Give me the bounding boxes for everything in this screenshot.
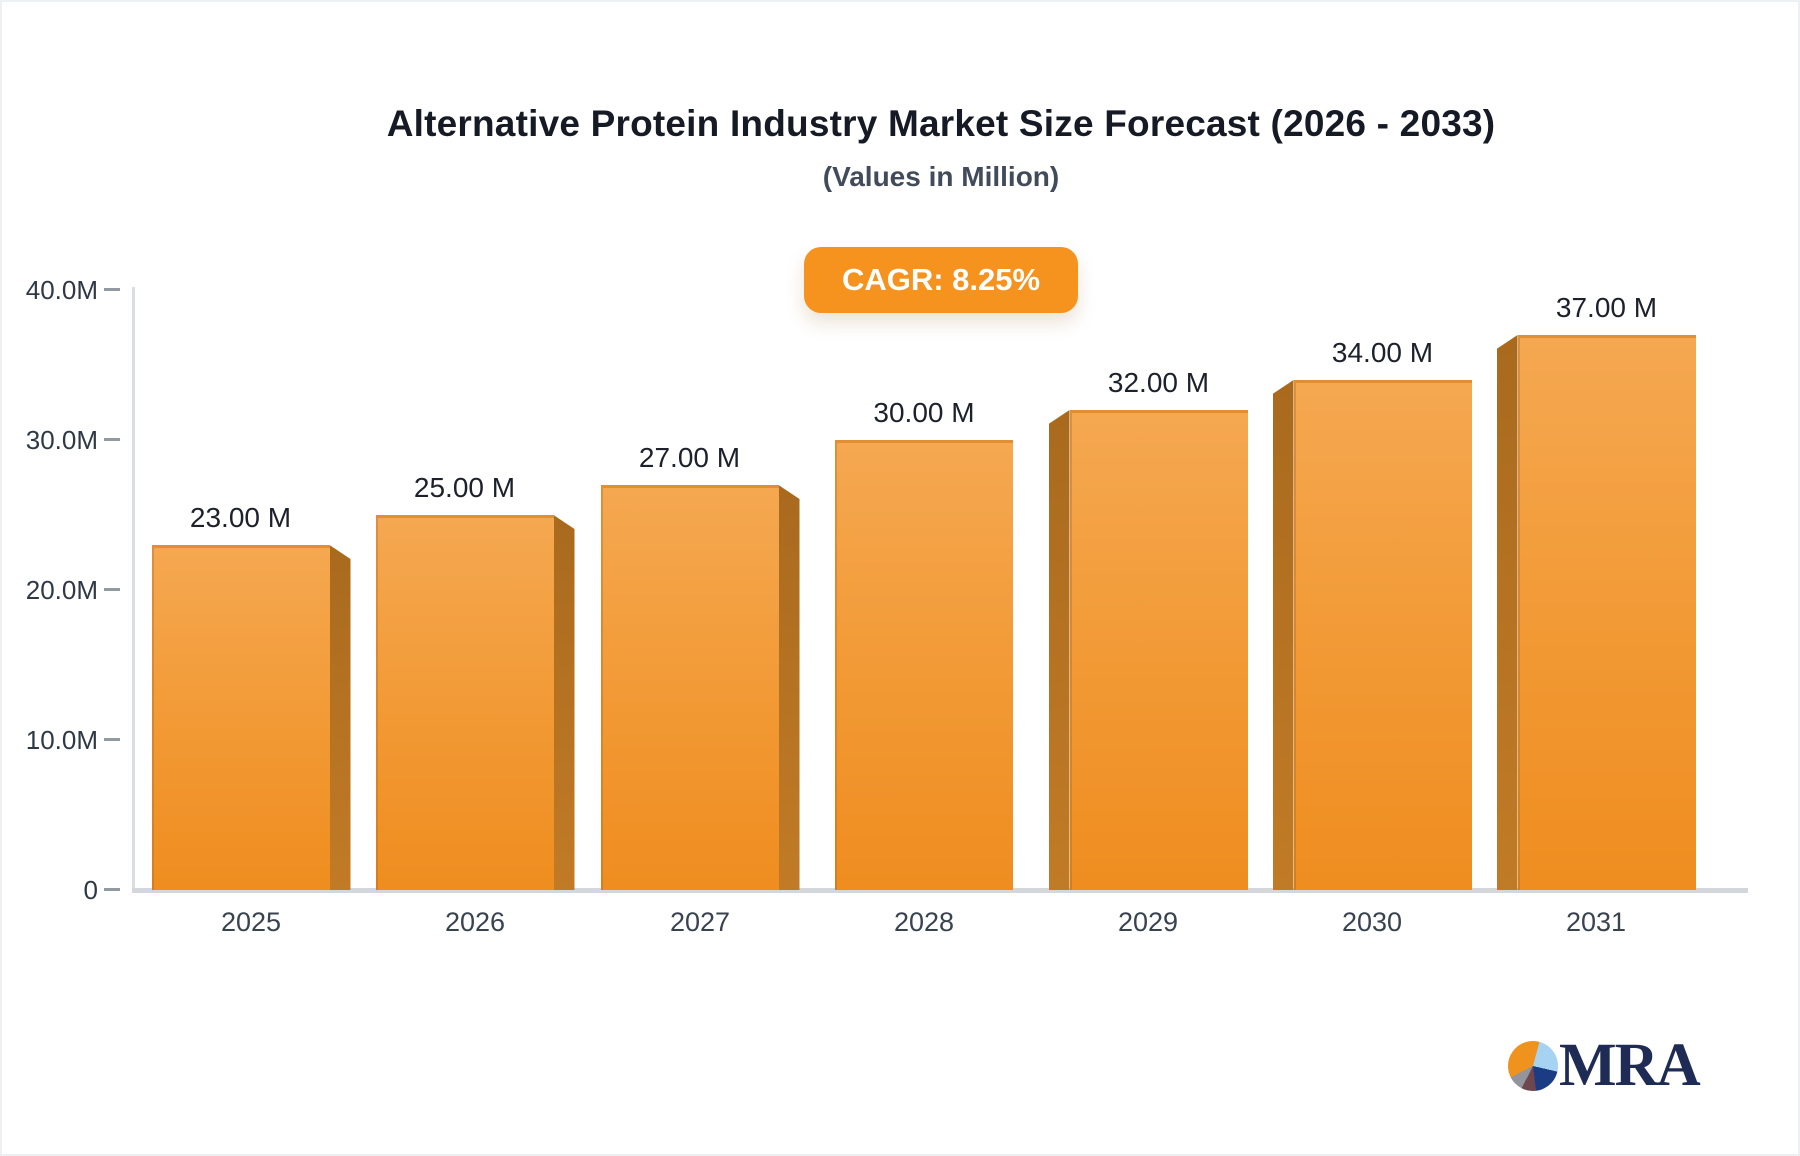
y-axis-tick-mark bbox=[104, 588, 120, 591]
bar-2029: 32.00 M bbox=[1048, 367, 1248, 890]
bar-side-face bbox=[553, 515, 575, 890]
bar-front-face bbox=[600, 485, 779, 890]
cagr-badge: CAGR: 8.25% bbox=[803, 247, 1079, 313]
bar-front-face bbox=[375, 515, 554, 890]
bar-2031: 37.00 M bbox=[1496, 292, 1696, 890]
y-axis-tick-mark bbox=[104, 738, 120, 741]
company-logo-pie-icon bbox=[1508, 1041, 1558, 1091]
bar-2025: 23.00 M bbox=[151, 502, 351, 890]
bar-value-label: 25.00 M bbox=[413, 472, 516, 503]
chart-subtitle: (Values in Million) bbox=[822, 161, 1060, 192]
y-axis-tick-mark bbox=[104, 438, 120, 441]
x-axis-label: 2031 bbox=[1565, 907, 1627, 937]
bar-value-label: 27.00 M bbox=[638, 442, 741, 473]
bar-front-face bbox=[1293, 380, 1472, 890]
company-logo-text: MRA bbox=[1559, 1032, 1701, 1099]
bar-side-face bbox=[1272, 380, 1294, 890]
bar-2030: 34.00 M bbox=[1272, 337, 1472, 890]
bar-side-face bbox=[778, 485, 800, 890]
x-axis-label: 2026 bbox=[444, 907, 506, 937]
bar-side-face bbox=[329, 545, 351, 890]
chart-title: Alternative Protein Industry Market Size… bbox=[386, 103, 1496, 144]
x-axis-label: 2027 bbox=[669, 907, 731, 937]
y-axis-tick-label: 0 bbox=[83, 875, 98, 905]
bar-2028: 30.00 M bbox=[825, 397, 1024, 890]
bar-2026: 25.00 M bbox=[375, 472, 575, 890]
y-axis-tick-label: 40.0M bbox=[25, 275, 98, 305]
x-axis-label: 2029 bbox=[1117, 907, 1179, 937]
bar-front-face bbox=[1517, 335, 1696, 890]
y-axis-tick-label: 10.0M bbox=[25, 725, 98, 755]
x-axis-label: 2025 bbox=[220, 907, 282, 937]
bar-value-label: 30.00 M bbox=[873, 397, 975, 428]
bar-side-face bbox=[1496, 335, 1518, 890]
bar-side-face bbox=[1048, 410, 1070, 890]
cagr-badge-row: CAGR: 8.25% bbox=[135, 247, 1747, 313]
bar-front-face bbox=[835, 440, 1013, 890]
y-axis-tick-mark bbox=[104, 288, 120, 291]
y-axis-tick-label: 20.0M bbox=[25, 575, 98, 605]
x-axis-label: 2030 bbox=[1341, 907, 1403, 937]
y-axis-tick-label: 30.0M bbox=[25, 425, 98, 455]
bar-value-label: 23.00 M bbox=[189, 502, 292, 533]
bar-2027: 27.00 M bbox=[600, 442, 800, 890]
bar-value-label: 32.00 M bbox=[1107, 367, 1210, 398]
bar-value-label: 37.00 M bbox=[1555, 292, 1658, 323]
bar-front-face bbox=[151, 545, 330, 890]
company-logo: MRA bbox=[1508, 1032, 1701, 1099]
x-axis-label: 2028 bbox=[893, 907, 955, 937]
bar-front-face bbox=[1069, 410, 1248, 890]
y-axis-tick-mark bbox=[104, 888, 120, 891]
chart-header: Alternative Protein Industry Market Size… bbox=[135, 2, 1747, 313]
bar-value-label: 34.00 M bbox=[1331, 337, 1434, 368]
x-axis-baseline bbox=[132, 888, 1748, 893]
y-axis-line bbox=[132, 287, 135, 892]
